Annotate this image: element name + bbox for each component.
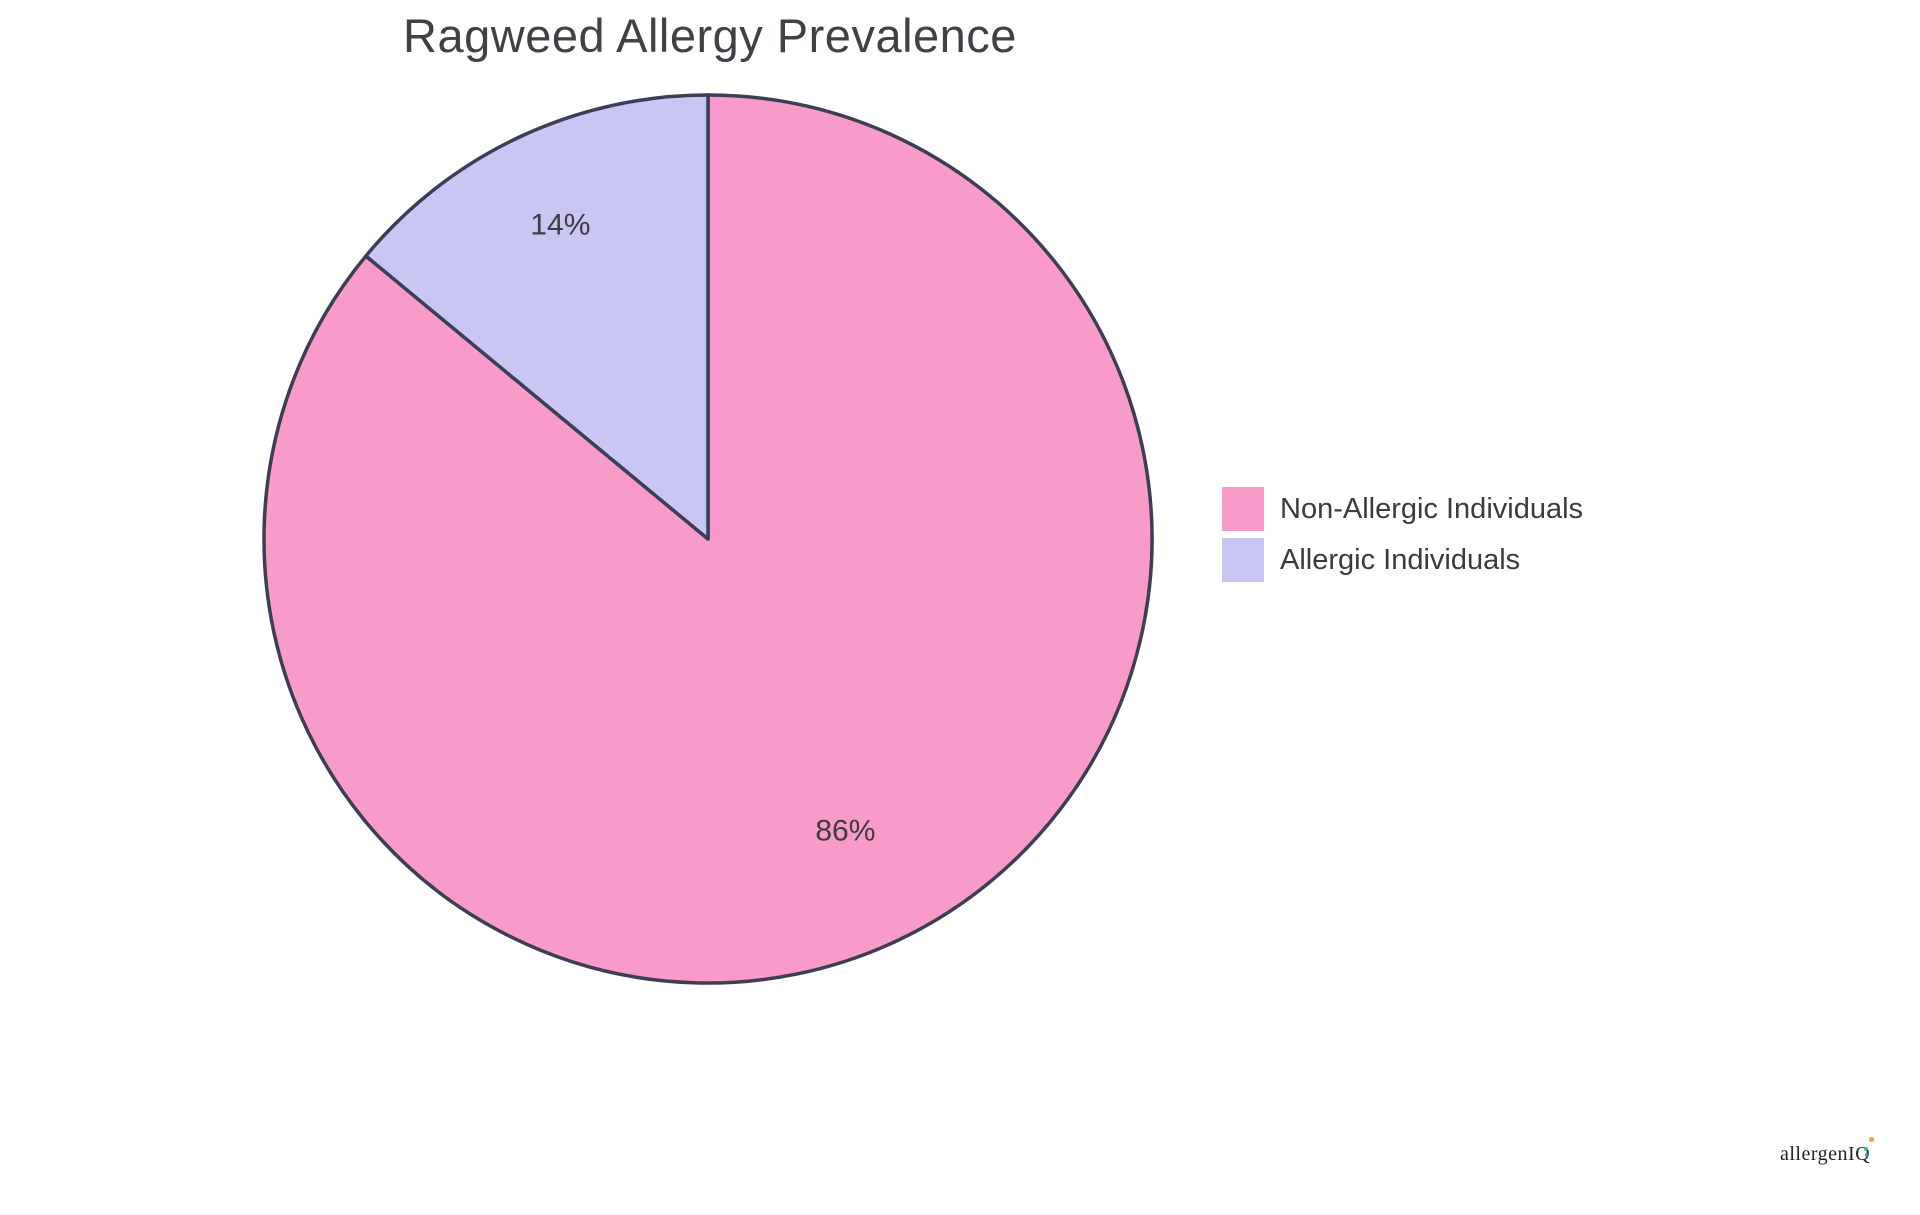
legend: Non-Allergic Individuals Allergic Individ…	[1222, 487, 1583, 589]
watermark-dot-orange-icon	[1869, 1137, 1875, 1142]
watermark-dot-blue-icon	[1865, 1153, 1870, 1157]
slice-percent-label: 14%	[530, 209, 590, 242]
legend-swatch	[1222, 487, 1264, 531]
watermark-q: Q	[1855, 1137, 1875, 1166]
watermark-dot-teal-icon	[1864, 1147, 1869, 1151]
legend-label: Allergic Individuals	[1280, 543, 1521, 576]
slice-percent-label: 86%	[815, 815, 875, 848]
pie-slice[interactable]	[364, 93, 710, 541]
legend-label: Non-Allergic Individuals	[1280, 492, 1584, 525]
legend-swatch	[1222, 538, 1264, 582]
watermark-logo: allergenIQ	[1780, 1137, 1875, 1166]
watermark-text: allergenI	[1780, 1143, 1856, 1165]
legend-item[interactable]: Non-Allergic Individuals	[1222, 487, 1583, 531]
legend-item[interactable]: Allergic Individuals	[1222, 538, 1583, 582]
chart-title: Ragweed Allergy Prevalence	[403, 9, 1017, 62]
